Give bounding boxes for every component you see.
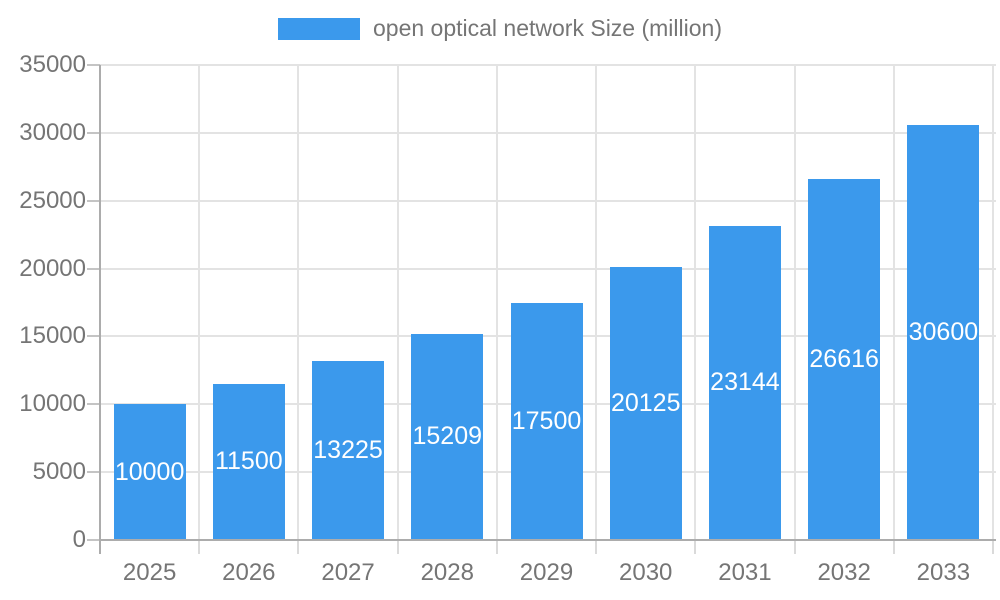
bar-value-label: 30600 (908, 317, 979, 346)
bar[interactable]: 26616 (808, 178, 881, 540)
x-axis-tick (198, 540, 201, 554)
x-tick-label: 2028 (420, 559, 474, 586)
bar-value-label: 13225 (313, 435, 383, 464)
y-axis-tick (87, 199, 100, 202)
gridline-horizontal (100, 199, 996, 202)
x-tick-label: 2029 (519, 559, 574, 586)
x-axis-tick (793, 540, 796, 554)
y-tick-label: 35000 (19, 51, 86, 78)
x-axis-tick (595, 540, 598, 554)
bar[interactable]: 20125 (609, 266, 682, 540)
y-axis-tick (87, 403, 100, 406)
gridline-vertical (595, 65, 598, 540)
x-axis-tick (396, 540, 399, 554)
gridline-vertical (992, 65, 994, 540)
legend-item[interactable]: open optical network Size (million) (278, 15, 722, 42)
y-tick-label: 25000 (19, 186, 86, 214)
y-axis-tick (87, 471, 100, 474)
legend-label: open optical network Size (million) (373, 15, 722, 41)
x-tick-label: 2027 (321, 559, 375, 586)
x-tick-label: 2031 (718, 559, 772, 586)
bar[interactable]: 30600 (907, 124, 980, 540)
bar[interactable]: 15209 (411, 333, 484, 540)
legend-swatch (278, 17, 360, 40)
y-tick-label: 0 (72, 526, 86, 553)
y-axis-tick (87, 335, 100, 338)
x-axis-tick (297, 540, 300, 554)
x-tick-label: 2032 (817, 559, 871, 586)
gridline-horizontal (100, 64, 996, 66)
gridline-horizontal (100, 131, 996, 134)
bar[interactable]: 10000 (113, 404, 186, 540)
x-axis-tick (495, 540, 498, 554)
x-tick-label: 2033 (916, 559, 971, 586)
x-axis-line (100, 539, 996, 541)
y-axis-tick (87, 131, 100, 134)
gridline-vertical (297, 65, 300, 540)
gridline-vertical (198, 65, 201, 540)
y-tick-label: 20000 (19, 254, 86, 282)
y-tick-label: 10000 (19, 390, 86, 418)
x-axis-tick (99, 540, 101, 554)
y-tick-label: 15000 (19, 322, 86, 350)
x-axis-tick (992, 540, 994, 554)
gridline-vertical (793, 65, 796, 540)
y-axis-tick (87, 64, 100, 66)
bar-value-label: 23144 (710, 368, 780, 397)
y-axis-tick (87, 267, 100, 270)
bar[interactable]: 13225 (312, 360, 385, 540)
x-axis-tick (694, 540, 697, 554)
bar[interactable]: 17500 (510, 302, 583, 540)
bar-value-label: 17500 (511, 406, 582, 435)
bar[interactable]: 11500 (212, 383, 285, 540)
gridline-vertical (396, 65, 399, 540)
bar-value-label: 10000 (114, 457, 185, 486)
x-axis-tick (892, 540, 895, 554)
y-tick-label: 30000 (19, 118, 86, 146)
y-tick-label: 5000 (32, 458, 86, 486)
gridline-vertical (495, 65, 498, 540)
bar-value-label: 26616 (809, 344, 879, 373)
legend: open optical network Size (million) (0, 15, 1000, 42)
bar-value-label: 15209 (412, 422, 483, 451)
y-axis-tick (87, 539, 100, 541)
x-tick-label: 2026 (222, 559, 276, 586)
bar[interactable]: 23144 (708, 225, 781, 540)
x-tick-label: 2030 (619, 559, 673, 586)
bar-value-label: 11500 (214, 447, 283, 476)
gridline-horizontal (100, 267, 996, 270)
gridline-vertical (694, 65, 697, 540)
y-axis-line (99, 65, 101, 540)
bar-value-label: 20125 (610, 388, 681, 417)
x-tick-label: 2025 (122, 559, 177, 586)
gridline-vertical (892, 65, 895, 540)
